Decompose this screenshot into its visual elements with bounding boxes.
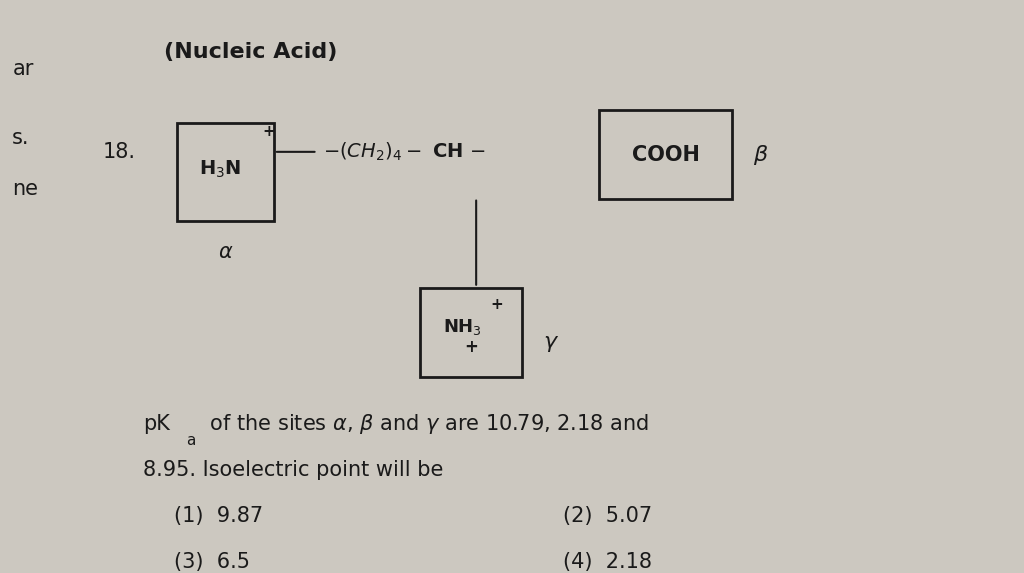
Text: (1)  9.87: (1) 9.87 bbox=[174, 506, 263, 525]
Text: $\gamma$: $\gamma$ bbox=[543, 334, 559, 354]
Text: (3)  6.5: (3) 6.5 bbox=[174, 552, 250, 571]
Text: a: a bbox=[186, 433, 196, 448]
Text: $-(CH_2)_4-$ CH $-$: $-(CH_2)_4-$ CH $-$ bbox=[323, 141, 485, 163]
Text: 8.95. Isoelectric point will be: 8.95. Isoelectric point will be bbox=[143, 460, 443, 480]
Text: ne: ne bbox=[12, 179, 38, 199]
Text: NH$_3$: NH$_3$ bbox=[443, 317, 482, 336]
FancyBboxPatch shape bbox=[599, 110, 732, 199]
Text: (Nucleic Acid): (Nucleic Acid) bbox=[164, 42, 337, 61]
Text: pK: pK bbox=[143, 414, 170, 434]
Text: +: + bbox=[464, 337, 478, 356]
Text: H$_3$N: H$_3$N bbox=[199, 158, 242, 180]
Text: ar: ar bbox=[12, 59, 34, 79]
FancyBboxPatch shape bbox=[420, 288, 522, 377]
Text: 18.: 18. bbox=[102, 142, 135, 162]
Text: +: + bbox=[262, 124, 275, 139]
Text: COOH: COOH bbox=[632, 145, 699, 164]
Text: $\beta$: $\beta$ bbox=[753, 143, 769, 167]
Text: (2)  5.07: (2) 5.07 bbox=[563, 506, 652, 525]
Text: +: + bbox=[490, 297, 503, 312]
Text: $\alpha$: $\alpha$ bbox=[217, 242, 233, 262]
Text: of the sites $\alpha$, $\beta$ and $\gamma$ are 10.79, 2.18 and: of the sites $\alpha$, $\beta$ and $\gam… bbox=[203, 412, 649, 436]
FancyBboxPatch shape bbox=[176, 123, 273, 221]
Text: (4)  2.18: (4) 2.18 bbox=[563, 552, 652, 571]
Text: s.: s. bbox=[12, 128, 30, 147]
